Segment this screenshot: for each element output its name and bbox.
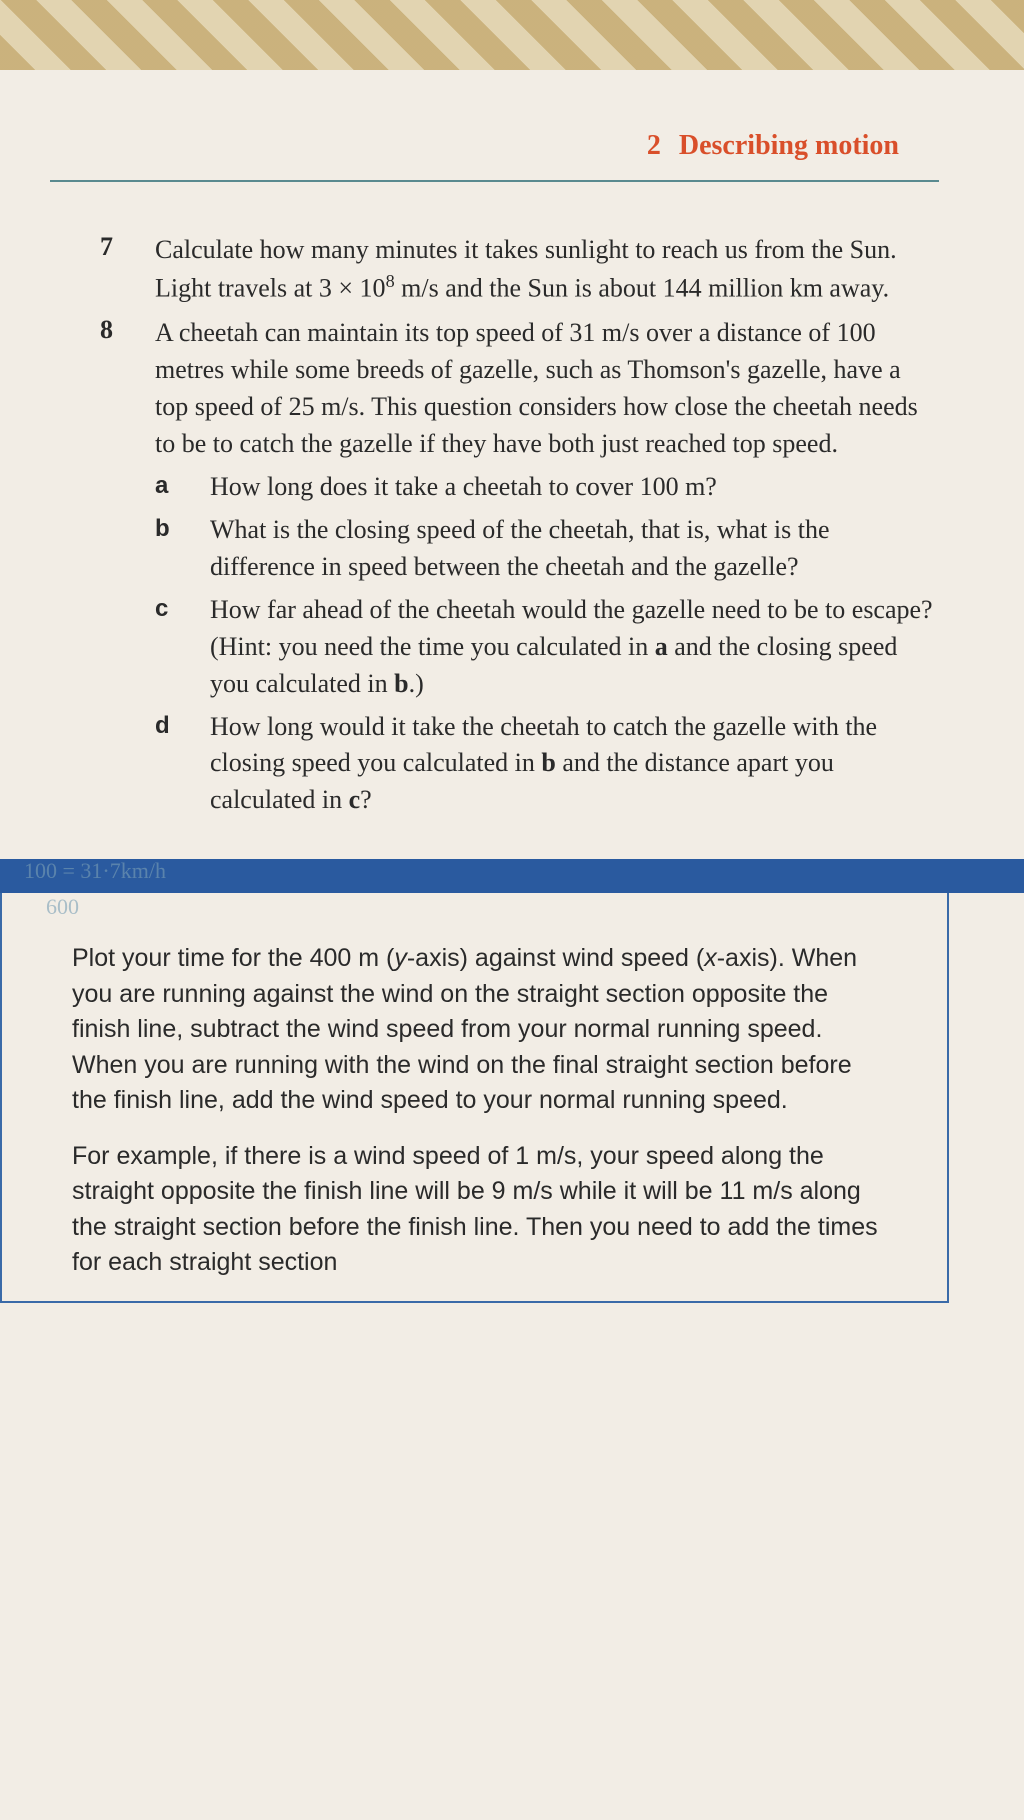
handwritten-annotation-2: 600 [46, 894, 79, 920]
bold-ref: a [655, 632, 668, 661]
sub-question-c: c How far ahead of the cheetah would the… [155, 592, 939, 703]
sub-text: How long would it take the cheetah to ca… [210, 709, 939, 820]
sub-question-a: a How long does it take a cheetah to cov… [155, 469, 939, 506]
sub-question-d: d How long would it take the cheetah to … [155, 709, 939, 820]
question-intro: A cheetah can maintain its top speed of … [155, 315, 939, 463]
text-part: -axis) against wind speed ( [407, 944, 704, 972]
bold-ref: b [541, 748, 555, 777]
sub-label: b [155, 512, 210, 586]
sub-text: How far ahead of the cheetah would the g… [210, 592, 939, 703]
handwritten-annotation-1: 100 = 31·7km/h [24, 858, 166, 884]
text-part: .) [409, 669, 424, 698]
text-part: ? [360, 785, 372, 814]
activity-paragraph-1: Plot your time for the 400 m (y-axis) ag… [72, 941, 892, 1119]
question-number: 7 [100, 232, 155, 307]
bold-ref: c [349, 785, 361, 814]
sub-label: c [155, 592, 210, 703]
question-8: 8 A cheetah can maintain its top speed o… [50, 315, 939, 819]
sub-text: How long does it take a cheetah to cover… [210, 469, 939, 506]
sub-label: d [155, 709, 210, 820]
italic-var: y [394, 944, 407, 972]
superscript: 8 [386, 271, 395, 291]
italic-var: x [704, 944, 717, 972]
sub-label: a [155, 469, 210, 506]
question-body: A cheetah can maintain its top speed of … [155, 315, 939, 819]
question-number: 8 [100, 315, 155, 819]
text-part: m/s and the Sun is about 144 million km … [395, 274, 889, 303]
activity-paragraph-2: For example, if there is a wind speed of… [72, 1139, 892, 1281]
sub-question-b: b What is the closing speed of the cheet… [155, 512, 939, 586]
text-part: Plot your time for the 400 m ( [72, 944, 394, 972]
chapter-title: Describing motion [679, 130, 899, 161]
activity-box: Plot your time for the 400 m (y-axis) ag… [0, 893, 949, 1303]
chapter-header: 2 Describing motion [50, 130, 939, 182]
sub-text: What is the closing speed of the cheetah… [210, 512, 939, 586]
bold-ref: b [394, 669, 408, 698]
question-7: 7 Calculate how many minutes it takes su… [50, 232, 939, 307]
question-text: Calculate how many minutes it takes sunl… [155, 232, 939, 307]
page-content: 2 Describing motion 7 Calculate how many… [0, 70, 1024, 1820]
chapter-number: 2 [647, 130, 661, 161]
background-pattern [0, 0, 1024, 70]
